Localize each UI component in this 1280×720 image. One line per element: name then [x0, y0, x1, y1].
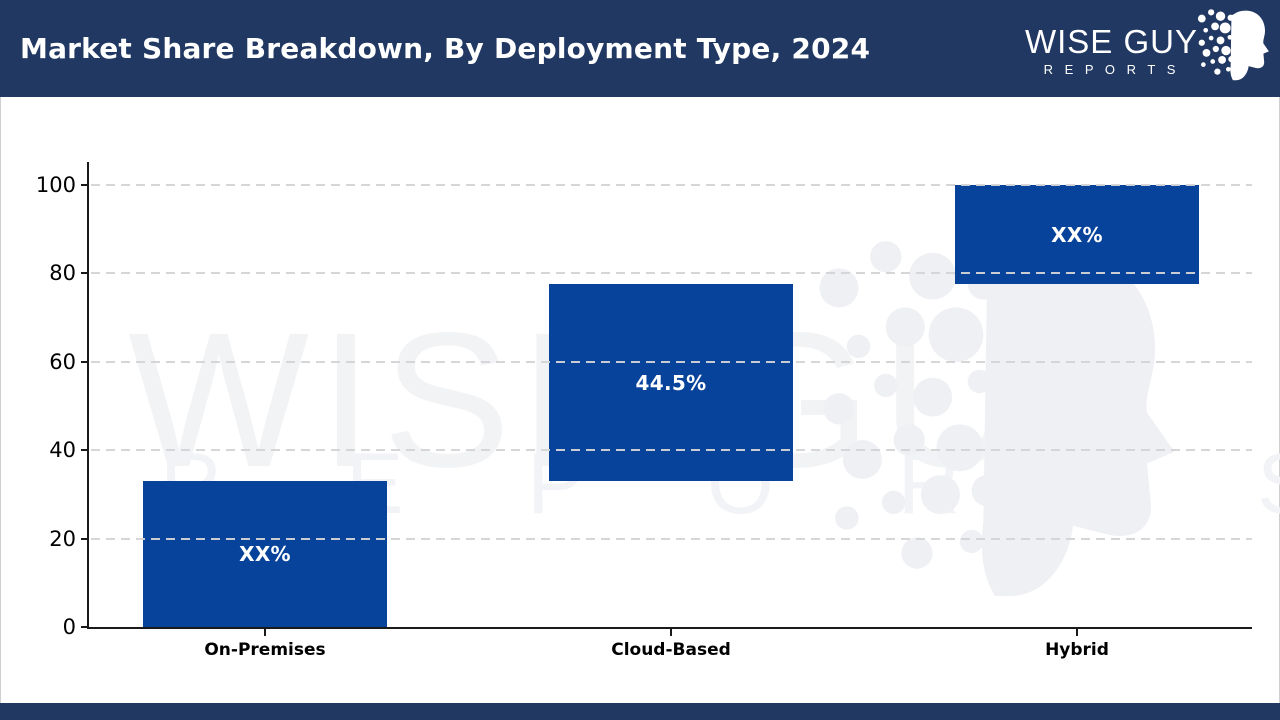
- x-category-label: Hybrid: [1045, 640, 1109, 660]
- bar-cloud-based: 44.5%: [549, 284, 793, 482]
- wiseguy-face-icon: [1197, 8, 1269, 80]
- gridline-40: [91, 449, 1252, 452]
- x-tickmark: [1076, 629, 1078, 636]
- bar-value-label: XX%: [1051, 222, 1103, 247]
- y-tick-label-100: 100: [35, 173, 76, 197]
- header-bar: Market Share Breakdown, By Deployment Ty…: [0, 0, 1280, 97]
- bar-hybrid: XX%: [955, 185, 1199, 285]
- y-axis-spine: [87, 162, 89, 629]
- bar-value-label: XX%: [239, 542, 291, 567]
- y-tick-label-20: 20: [49, 526, 76, 551]
- x-tickmark: [264, 629, 266, 636]
- watermark-face-icon: [819, 241, 1175, 596]
- chart-title: Market Share Breakdown, By Deployment Ty…: [20, 32, 871, 65]
- logo-reports-text: R E P O R T S: [1043, 61, 1180, 77]
- x-category-label: On-Premises: [204, 640, 326, 660]
- x-axis-spine: [87, 627, 1252, 629]
- y-tickmark: [81, 184, 89, 186]
- bar-on-premises: XX%: [143, 481, 387, 627]
- logo-wordmark: WISE GUY: [1024, 22, 1198, 60]
- gridline-20: [91, 537, 1252, 540]
- gridline-60: [91, 360, 1252, 363]
- y-tickmark: [81, 449, 89, 452]
- x-tickmark: [670, 629, 672, 636]
- bar-value-label: 44.5%: [635, 370, 707, 395]
- y-tick-label-40: 40: [49, 438, 76, 463]
- wiseguy-logo: WISE GUY R E P O R T S: [1025, 0, 1272, 97]
- y-tickmark: [81, 272, 89, 275]
- x-category-label: Cloud-Based: [611, 640, 731, 660]
- footer-bar: [0, 703, 1280, 720]
- gridline-100: [91, 184, 1252, 186]
- y-tick-label-0: 0: [62, 615, 76, 639]
- y-tickmark: [81, 360, 89, 363]
- gridline-80: [91, 272, 1252, 275]
- y-tickmark: [81, 626, 89, 628]
- y-tick-label-80: 80: [49, 261, 76, 286]
- y-tickmark: [81, 537, 89, 540]
- y-tick-label-60: 60: [49, 349, 76, 374]
